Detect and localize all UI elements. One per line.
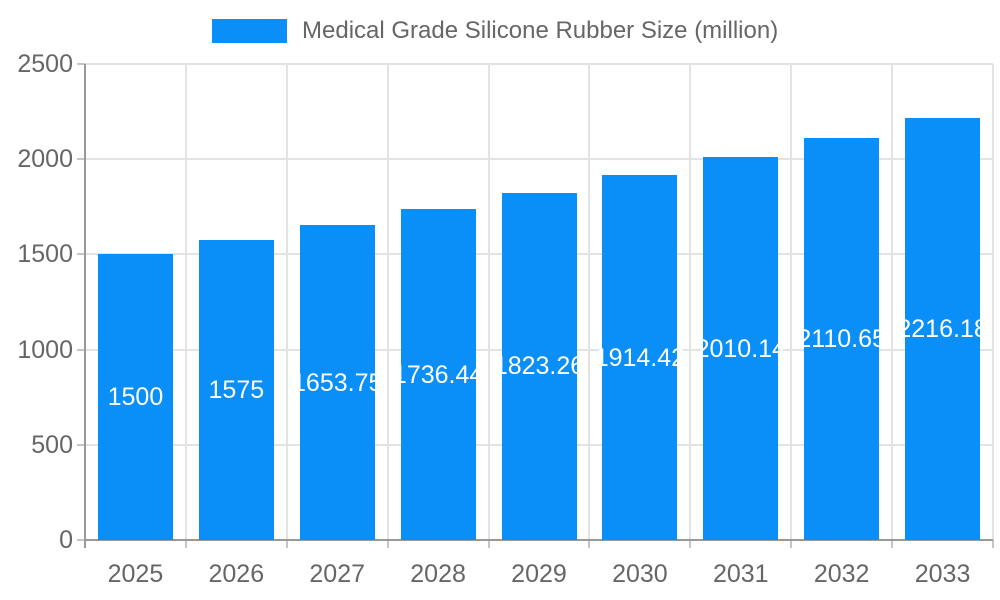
y-tick [77, 63, 85, 65]
bar-2031[interactable] [703, 157, 779, 540]
y-axis-line [84, 64, 86, 548]
x-tick [184, 540, 187, 548]
v-gridline [184, 64, 187, 540]
h-gridline [85, 158, 993, 161]
x-tick [285, 540, 288, 548]
bar-2029[interactable] [501, 192, 577, 540]
bar-2033[interactable] [905, 118, 981, 540]
x-tick-label: 2026 [208, 560, 265, 588]
v-gridline [790, 64, 793, 540]
v-gridline [588, 64, 591, 540]
legend-swatch [212, 19, 287, 43]
x-tick-label: 2033 [914, 560, 971, 588]
x-tick-label: 2030 [612, 560, 668, 588]
x-tick-label: 2028 [410, 560, 466, 588]
bar-2025[interactable] [97, 254, 173, 540]
x-tick [891, 540, 894, 548]
y-tick-label: 0 [59, 526, 73, 554]
v-gridline [992, 64, 994, 540]
y-tick [77, 443, 85, 446]
bar-2027[interactable] [299, 225, 375, 540]
x-tick-label: 2027 [309, 560, 366, 588]
bar-2026[interactable] [198, 240, 274, 540]
bar-2028[interactable] [400, 209, 476, 540]
legend-label: Medical Grade Silicone Rubber Size (mill… [302, 17, 779, 44]
x-tick [487, 540, 490, 548]
y-tick [77, 348, 85, 351]
y-tick-label: 2000 [17, 145, 73, 174]
x-tick-label: 2029 [511, 560, 567, 588]
y-tick [77, 158, 85, 161]
x-tick [588, 540, 591, 548]
x-tick [992, 540, 994, 548]
v-gridline [386, 64, 389, 540]
x-tick [689, 540, 692, 548]
v-gridline [487, 64, 490, 540]
v-gridline [285, 64, 288, 540]
bar-2030[interactable] [602, 175, 678, 540]
v-gridline [891, 64, 894, 540]
y-tick-label: 1500 [17, 240, 73, 269]
x-tick-label: 2032 [813, 560, 870, 588]
x-axis-line [85, 539, 993, 541]
y-tick [77, 253, 85, 256]
x-tick [386, 540, 389, 548]
y-tick-label: 2500 [17, 50, 73, 78]
y-tick-label: 500 [31, 430, 73, 459]
chart-legend[interactable]: Medical Grade Silicone Rubber Size (mill… [212, 18, 778, 44]
v-gridline [689, 64, 692, 540]
y-tick-label: 1000 [17, 335, 73, 364]
h-gridline [85, 63, 993, 65]
y-tick [77, 539, 85, 541]
x-tick [790, 540, 793, 548]
bar-2032[interactable] [804, 138, 880, 540]
x-tick-label: 2025 [107, 560, 164, 588]
x-tick-label: 2031 [712, 560, 769, 588]
